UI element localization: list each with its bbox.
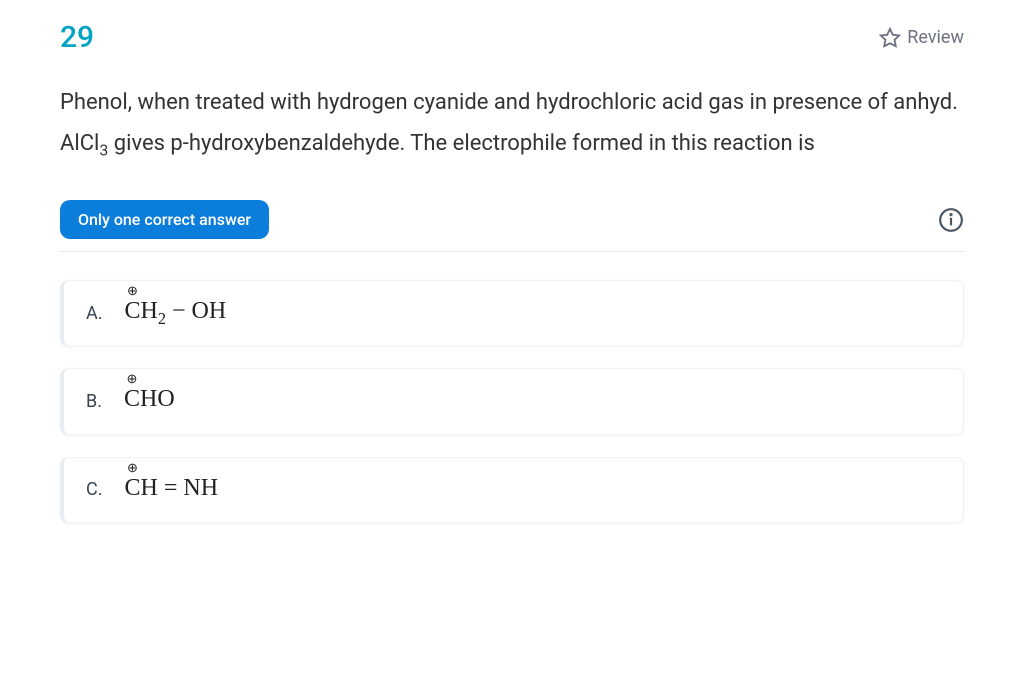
option-formula: CHO (124, 387, 175, 415)
options-list: A. CH2 − OH B. CHO C. CH = NH (60, 280, 964, 522)
option-c[interactable]: C. CH = NH (60, 457, 964, 523)
option-a[interactable]: A. CH2 − OH (60, 280, 964, 346)
charge-carbon: C (124, 387, 140, 411)
info-icon[interactable] (938, 207, 964, 233)
answer-type-badge: Only one correct answer (60, 200, 269, 239)
review-toggle[interactable]: Review (879, 27, 964, 49)
question-header: 29 Review (60, 20, 964, 55)
question-part-2: gives p-hydroxybenzaldehyde. The electro… (108, 131, 815, 156)
question-text: Phenol, when treated with hydrogen cyani… (60, 83, 964, 164)
question-number: 29 (60, 20, 94, 55)
option-letter: B. (86, 391, 102, 412)
review-label: Review (907, 27, 964, 48)
option-formula: CH = NH (124, 476, 218, 504)
question-subscript: 3 (99, 140, 108, 159)
charge-carbon: C (124, 476, 140, 500)
option-formula: CH2 − OH (125, 299, 227, 327)
section-divider (60, 251, 964, 252)
badge-row: Only one correct answer (60, 200, 964, 239)
charge-carbon: C (125, 299, 141, 323)
option-b[interactable]: B. CHO (60, 368, 964, 434)
option-letter: A. (86, 303, 103, 324)
option-letter: C. (86, 479, 102, 500)
star-icon (879, 27, 901, 49)
